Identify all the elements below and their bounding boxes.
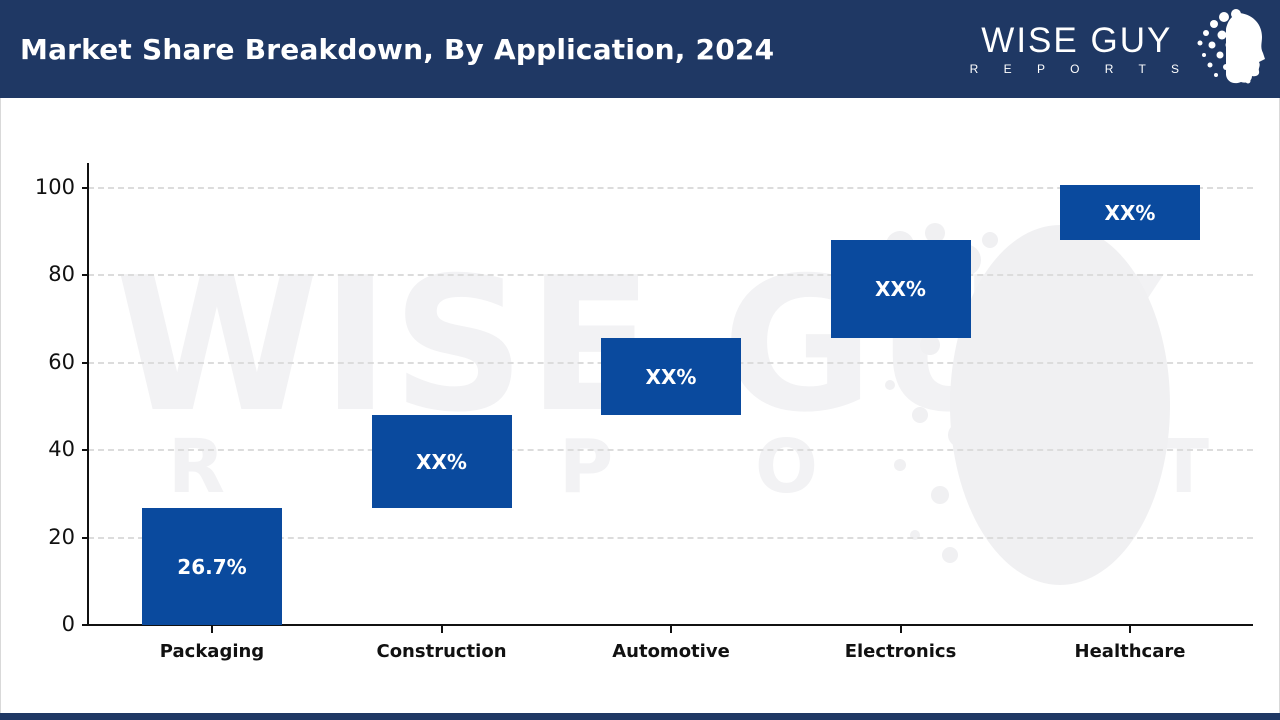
bar: XX%	[1060, 185, 1200, 240]
bar-value-label: XX%	[875, 277, 926, 302]
y-axis	[87, 163, 89, 626]
y-tick	[82, 274, 88, 276]
logo-face-icon	[1197, 9, 1265, 84]
x-tick	[211, 626, 213, 633]
y-tick-label: 80	[48, 262, 75, 286]
wise-guy-logo: WISE GUY R E P O R T S	[964, 9, 1280, 89]
y-tick	[82, 624, 88, 626]
logo-wordmark: WISE GUY	[981, 21, 1173, 60]
footer-bar	[0, 713, 1280, 720]
bar-value-label: 26.7%	[177, 554, 247, 579]
x-tick	[440, 626, 443, 633]
logo-text: WISE GUY R E P O R T S	[964, 23, 1190, 75]
bar: XX%	[601, 338, 741, 415]
logo-subtext: R E P O R T S	[969, 62, 1190, 76]
chart-title: Market Share Breakdown, By Application, …	[20, 32, 775, 66]
y-tick-label: 60	[48, 349, 75, 374]
x-axis-label: Automotive	[612, 641, 730, 662]
y-tick-label: 100	[34, 174, 75, 199]
y-tick	[82, 361, 88, 364]
x-axis-label: Healthcare	[1074, 641, 1186, 662]
bar-value-label: XX%	[416, 449, 467, 474]
x-axis-label: Electronics	[844, 641, 957, 662]
y-tick	[82, 536, 88, 539]
y-tick-label: 20	[48, 524, 75, 549]
frame-border-left	[0, 98, 1, 714]
x-tick	[670, 626, 672, 633]
y-tick	[82, 186, 88, 189]
bar: XX%	[830, 240, 971, 339]
y-tick	[82, 449, 88, 451]
y-tick-label: 40	[48, 437, 75, 461]
bar: 26.7%	[142, 508, 282, 625]
x-axis-label: Construction	[376, 641, 507, 662]
y-tick-label: 0	[61, 612, 75, 636]
gridline	[88, 274, 1253, 276]
bar-value-label: XX%	[1104, 200, 1156, 225]
bar: XX%	[371, 415, 512, 509]
bar-value-label: XX%	[645, 364, 697, 389]
header-bar: Market Share Breakdown, By Application, …	[0, 0, 1280, 98]
x-tick	[1129, 626, 1131, 633]
x-tick	[899, 626, 902, 633]
gridline	[88, 449, 1253, 451]
gridline	[88, 186, 1253, 189]
x-axis-label: Packaging	[159, 641, 265, 662]
x-axis	[87, 624, 1253, 626]
gridline	[88, 536, 1253, 539]
